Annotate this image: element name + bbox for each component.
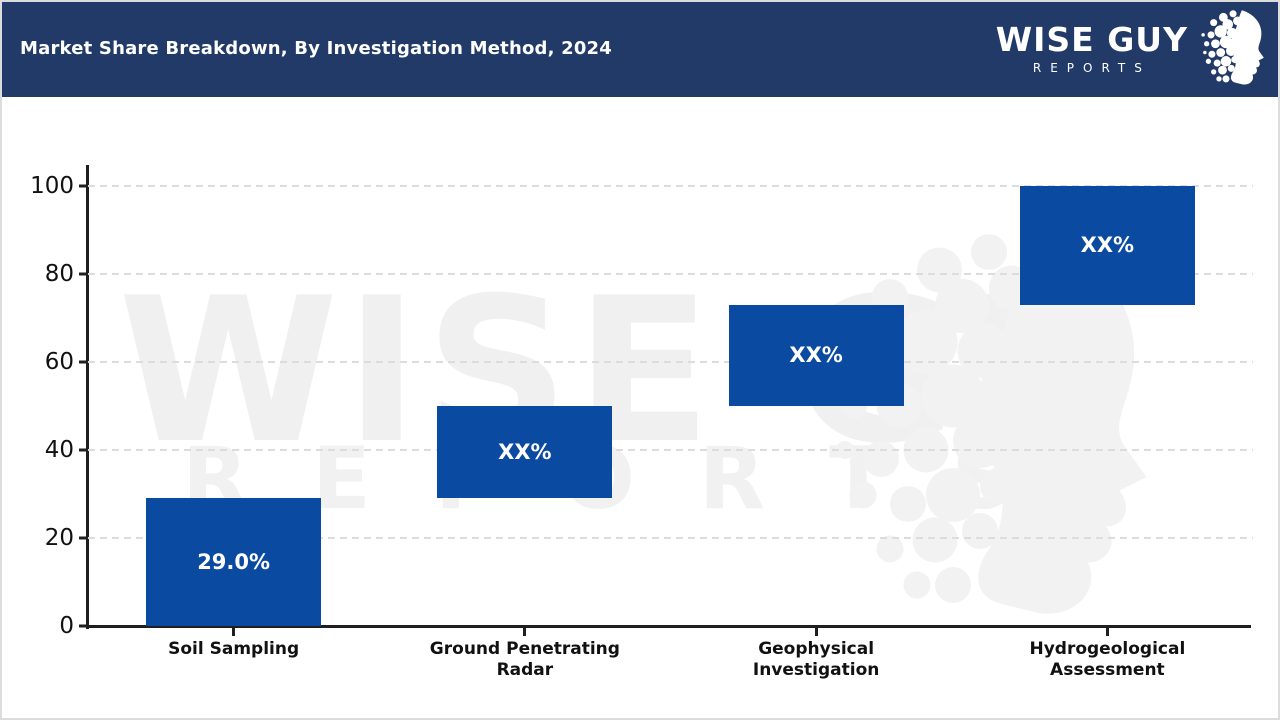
- chart-title: Market Share Breakdown, By Investigation…: [20, 38, 613, 59]
- gridline: [88, 449, 1253, 451]
- gridline: [88, 537, 1253, 539]
- y-tick-mark: [79, 184, 88, 188]
- x-tick-mark: [523, 628, 527, 636]
- wise-guy-logo: WISE GUY REPORTS: [996, 6, 1266, 92]
- bar-value-label: XX%: [498, 440, 552, 465]
- bar-segment: XX%: [437, 406, 613, 499]
- x-tick-mark: [814, 628, 818, 636]
- y-tick-mark: [79, 272, 88, 276]
- x-tick-mark: [1105, 628, 1109, 636]
- y-tick-label: 80: [44, 261, 74, 287]
- bar-value-label: XX%: [1080, 233, 1135, 258]
- bar-value-label: 29.0%: [197, 550, 271, 575]
- logo-text: WISE GUY REPORTS: [996, 20, 1188, 75]
- x-category-label: Soil Sampling: [168, 639, 300, 659]
- y-tick-mark: [79, 536, 88, 540]
- y-tick-label: 20: [44, 525, 74, 551]
- x-tick-mark: [232, 628, 236, 636]
- y-tick-label: 60: [44, 349, 74, 375]
- bar-segment: XX%: [1019, 186, 1195, 305]
- bar-segment: XX%: [728, 304, 904, 406]
- y-tick-label: 40: [44, 437, 74, 463]
- logo-head-icon: [1201, 10, 1264, 85]
- y-tick-mark: [79, 448, 88, 452]
- y-tick-mark: [79, 360, 88, 364]
- y-tick-mark: [79, 624, 88, 628]
- y-tick-label: 100: [30, 173, 74, 199]
- bar-value-label: XX%: [789, 343, 843, 368]
- y-tick-label: 0: [59, 613, 74, 639]
- x-category-label: Geophysical Investigation: [752, 639, 880, 681]
- y-axis-line: [86, 165, 89, 629]
- gridline: [88, 185, 1253, 187]
- x-category-label: Hydrogeological Assessment: [1029, 639, 1186, 681]
- header-bar: Market Share Breakdown, By Investigation…: [0, 0, 1280, 97]
- gridline: [88, 361, 1253, 363]
- logo-wordmark: WISE GUY: [995, 20, 1188, 59]
- bar-segment: 29.0%: [146, 498, 322, 626]
- logo-subtitle: REPORTS: [1032, 61, 1151, 75]
- x-category-label: Ground Penetrating Radar: [429, 639, 620, 681]
- gridline: [88, 273, 1253, 275]
- x-axis-line: [86, 625, 1251, 628]
